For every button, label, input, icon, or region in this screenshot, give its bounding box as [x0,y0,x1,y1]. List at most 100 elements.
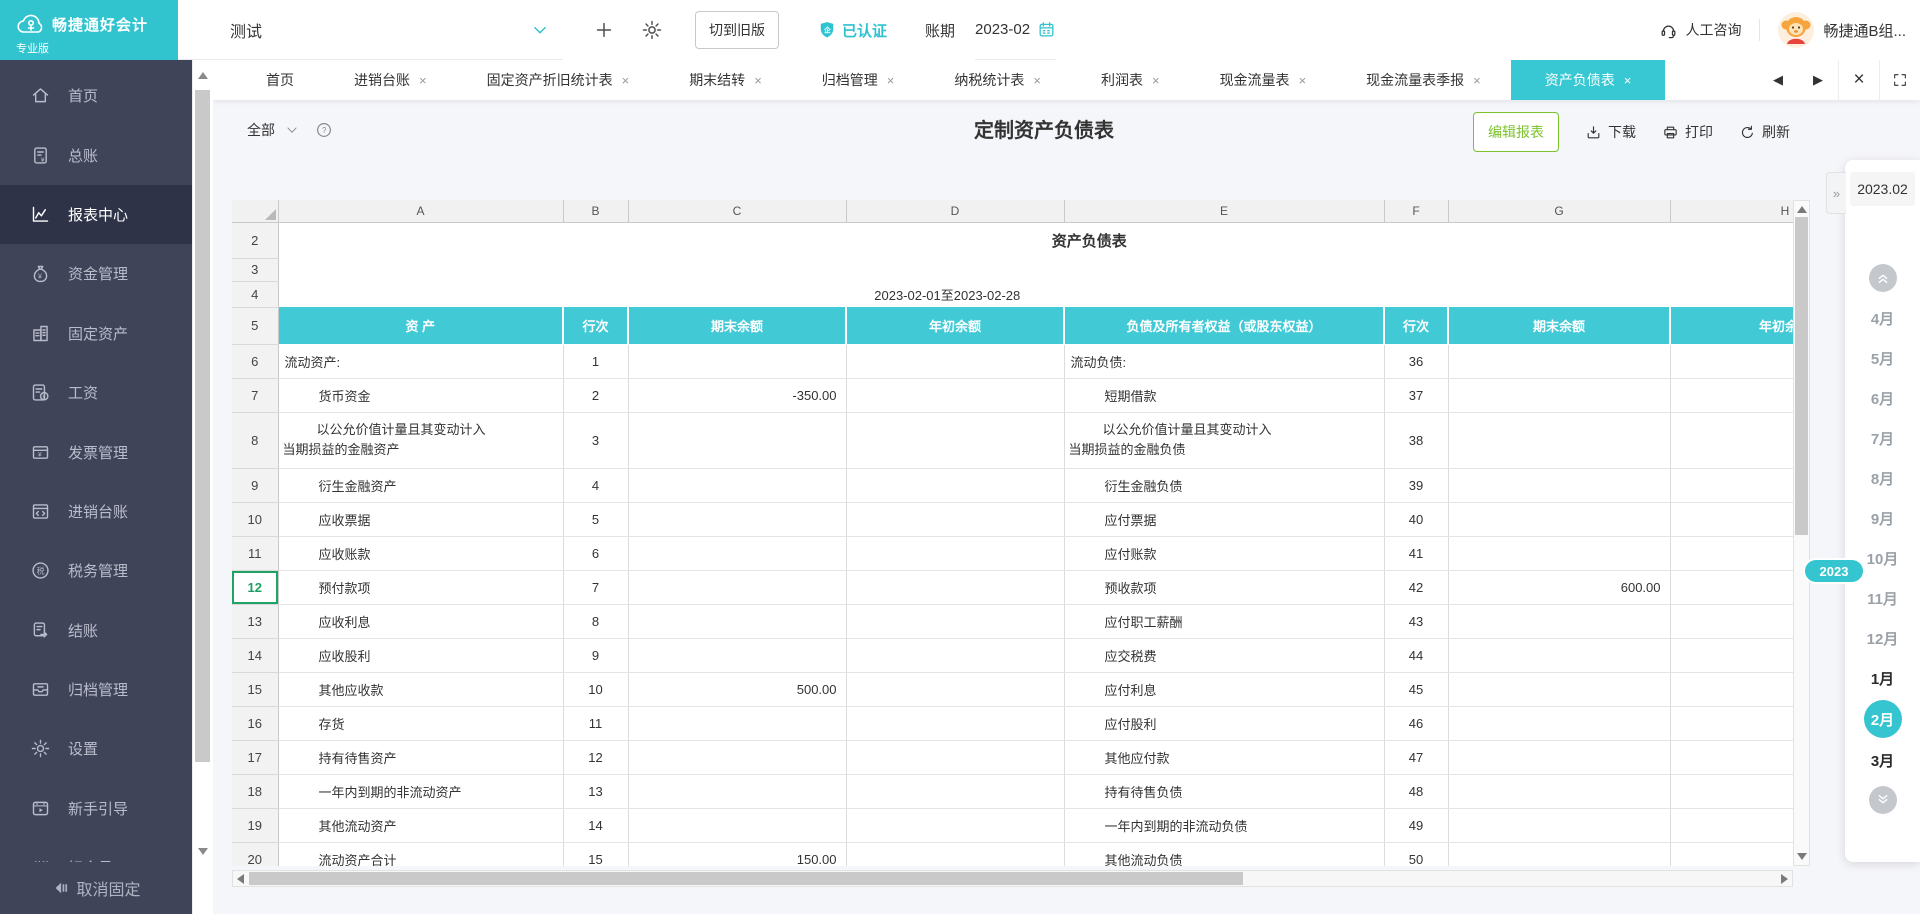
row-number[interactable]: 7 [232,378,279,413]
sidebar-item-guide[interactable]: 新手引导 [0,779,192,838]
cell-ending-balance[interactable] [628,502,847,537]
cell-ending-balance[interactable] [628,344,847,379]
cell-asset-name[interactable]: 其他应收款 [278,672,564,707]
cell-liability-name[interactable]: 应付股利 [1064,706,1385,741]
tab-5[interactable]: 纳税统计表 × [924,60,1071,100]
cell-ending-balance[interactable] [628,604,847,639]
support-button[interactable]: 人工咨询 [1659,20,1741,40]
cell-liability-name[interactable]: 应交税费 [1064,638,1385,673]
cell-ending-balance[interactable] [1448,706,1671,741]
cell-line-no[interactable]: 3 [563,412,629,469]
fullscreen-button[interactable] [1879,60,1920,100]
months-scroll-up-button[interactable] [1868,264,1897,292]
sheet-report-title[interactable]: 资产负债表 [1051,232,1127,250]
sidebar-item-settings[interactable]: 设置 [0,719,192,778]
cell-line-no[interactable]: 41 [1384,536,1449,571]
cell-ending-balance[interactable] [1448,344,1671,379]
row-number[interactable]: 15 [232,672,279,707]
tab-close-icon[interactable]: × [621,72,630,88]
certified-badge[interactable]: 企 已认证 [817,20,887,41]
avatar[interactable] [1778,12,1815,48]
cell-line-no[interactable]: 36 [1384,344,1449,379]
cell-beginning-balance[interactable] [846,502,1065,537]
refresh-button[interactable]: 刷新 [1739,122,1790,142]
cell-beginning-balance[interactable] [846,604,1065,639]
scroll-up-arrow-icon[interactable] [1797,206,1807,213]
cell-line-no[interactable]: 12 [563,740,629,775]
sidebar-item-invoice[interactable]: ¥ 发票管理 [0,422,192,481]
cell-asset-name[interactable]: 预付款项 [278,570,564,605]
cell-ending-balance[interactable] [1448,808,1671,843]
cell-line-no[interactable]: 48 [1384,774,1449,809]
cell-liability-name[interactable]: 衍生金融负债 [1064,468,1385,503]
cell-line-no[interactable]: 2 [563,378,629,413]
cell-asset-name[interactable]: 持有待售资产 [278,740,564,775]
sidebar-scrollbar-thumb[interactable] [195,90,210,762]
tab-home[interactable]: 首页 [236,60,324,100]
cell-line-no[interactable]: 6 [563,536,629,571]
sidebar-item-closing[interactable]: 结账 [0,601,192,660]
sidebar-item-tax[interactable]: 税 税务管理 [0,541,192,600]
cell-line-no[interactable]: 38 [1384,412,1449,469]
cell-ending-balance[interactable] [628,706,847,741]
column-header-E[interactable]: E [1064,200,1385,223]
cell-line-no[interactable]: 45 [1384,672,1449,707]
row-number[interactable]: 13 [232,604,279,639]
scroll-up-arrow-icon[interactable] [198,72,208,79]
sheet-vertical-scrollbar[interactable] [1793,200,1810,866]
tab-1[interactable]: 进销台账 × [324,60,457,100]
cell-asset-name[interactable]: 衍生金融资产 [278,468,564,503]
month-item-10月[interactable]: 10月 [1866,550,1899,568]
cell-ending-balance[interactable] [1448,604,1671,639]
scope-filter-dropdown[interactable]: 全部 ? [247,120,333,140]
unpin-sidebar-button[interactable]: 取消固定 [0,862,192,914]
cell-ending-balance[interactable]: -350.00 [628,378,847,413]
column-header-D[interactable]: D [846,200,1065,223]
cell-ending-balance[interactable] [1448,468,1671,503]
cell-beginning-balance[interactable] [846,570,1065,605]
period-value-picker[interactable]: 2023-02 [975,0,1057,60]
row-number[interactable]: 2 [232,222,279,259]
table-header-cell[interactable]: 期末余额 [628,307,847,345]
cell-beginning-balance[interactable] [1670,740,1793,775]
scroll-down-arrow-icon[interactable] [1797,853,1807,860]
tab-close-icon[interactable]: × [754,72,762,88]
row-number[interactable]: 17 [232,740,279,775]
cell-beginning-balance[interactable] [1670,502,1793,537]
vertical-scrollbar-thumb[interactable] [1795,217,1808,535]
sidebar-item-fixed-assets[interactable]: 固定资产 [0,304,192,363]
table-header-cell[interactable]: 资 产 [278,307,564,345]
cell-line-no[interactable]: 5 [563,502,629,537]
cell-beginning-balance[interactable] [846,468,1065,503]
cell-beginning-balance[interactable] [1670,536,1793,571]
column-header-A[interactable]: A [278,200,564,223]
table-header-cell[interactable]: 年初余额 [1670,307,1793,345]
scroll-down-arrow-icon[interactable] [198,848,208,855]
cell-line-no[interactable]: 7 [563,570,629,605]
switch-old-version-button[interactable]: 切到旧版 [695,11,779,49]
cell-beginning-balance[interactable] [1670,344,1793,379]
cell-line-no[interactable]: 13 [563,774,629,809]
cell-liability-name[interactable]: 应付利息 [1064,672,1385,707]
month-item-12月[interactable]: 12月 [1866,630,1899,648]
month-item-4月[interactable]: 4月 [1870,310,1895,328]
month-item-5月[interactable]: 5月 [1870,350,1895,368]
month-item-11月[interactable]: 11月 [1867,590,1898,608]
cell-ending-balance[interactable] [1448,536,1671,571]
cell-liability-name[interactable]: 一年内到期的非流动负债 [1064,808,1385,843]
cell-line-no[interactable]: 39 [1384,468,1449,503]
cell-asset-name[interactable]: 流动资产合计 [278,842,564,866]
cell-asset-name[interactable]: 应收股利 [278,638,564,673]
tab-close-icon[interactable]: × [886,72,895,88]
tab-4[interactable]: 归档管理 × [792,60,925,100]
sidebar-item-home[interactable]: 首页 [0,66,192,125]
table-header-cell[interactable]: 年初余额 [846,307,1065,345]
cell-ending-balance[interactable]: 500.00 [628,672,847,707]
tab-2[interactable]: 固定资产折旧统计表 × [457,60,660,100]
cell-line-no[interactable]: 4 [563,468,629,503]
tab-close-icon[interactable]: × [1298,72,1307,88]
cell-asset-name[interactable]: 流动资产: [278,344,564,379]
cell-liability-name[interactable]: 其他应付款 [1064,740,1385,775]
sidebar-item-general-ledger[interactable]: ¥ 总账 [0,125,192,184]
cell-asset-name[interactable]: 应收票据 [278,502,564,537]
